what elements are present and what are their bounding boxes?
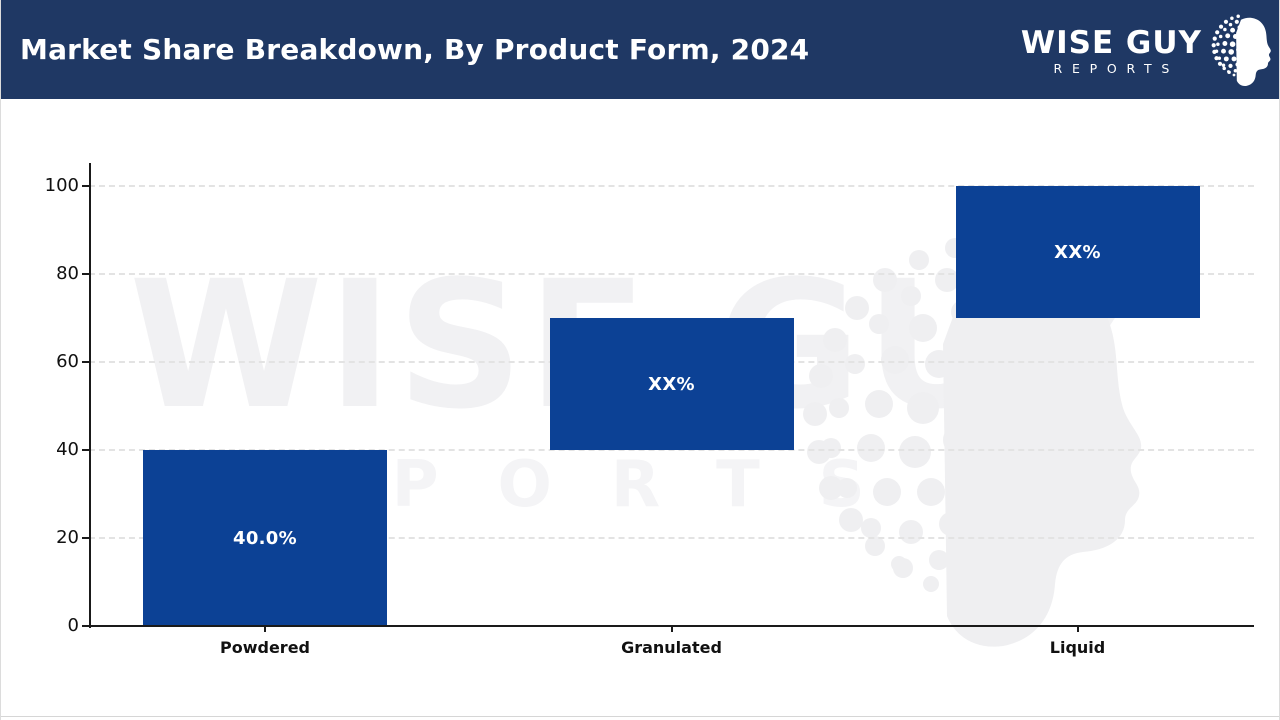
category-label-granulated: Granulated	[621, 638, 722, 657]
y-axis-tick-0	[82, 625, 89, 627]
y-axis-tick-60	[82, 361, 89, 363]
y-tick-label-0: 0	[67, 615, 79, 636]
brand-logo: WISE GUY REPORTS	[1021, 0, 1276, 99]
y-tick-label-40: 40	[56, 439, 79, 460]
y-axis-tick-20	[82, 537, 89, 539]
bar-value-label: 40.0%	[233, 527, 297, 549]
y-axis-tick-80	[82, 273, 89, 275]
bar-value-label: XX%	[1054, 241, 1101, 263]
y-tick-label-80: 80	[56, 263, 79, 284]
app-header: Market Share Breakdown, By Product Form,…	[1, 0, 1279, 99]
brand-wordmark: WISE GUY	[1020, 24, 1202, 61]
y-tick-label-20: 20	[56, 527, 79, 548]
brand-reports-label: REPORTS	[1053, 61, 1180, 77]
gridline-y-100	[89, 185, 1254, 187]
category-label-powdered: Powdered	[220, 638, 310, 657]
gridline-y-20	[89, 537, 1254, 539]
y-axis-tick-40	[82, 449, 89, 451]
bar-value-label: XX%	[648, 373, 695, 395]
wiseguy-head-icon	[1206, 12, 1276, 89]
page-title: Market Share Breakdown, By Product Form,…	[20, 33, 810, 66]
gridline-y-80	[89, 273, 1254, 275]
category-label-liquid: Liquid	[1049, 638, 1106, 657]
gridline-y-40	[89, 449, 1254, 451]
brand-logo-text: WISE GUY REPORTS	[1021, 27, 1202, 77]
x-axis-line	[89, 625, 1254, 627]
bottom-border-line	[1, 716, 1279, 717]
y-tick-label-100: 100	[44, 175, 79, 196]
bar-powdered: 40.0%	[143, 450, 387, 626]
y-tick-label-60: 60	[56, 351, 79, 372]
y-axis-line	[89, 163, 91, 628]
bar-granulated: XX%	[549, 318, 794, 450]
x-axis-tick-1	[670, 626, 673, 632]
x-axis-tick-0	[264, 626, 266, 632]
y-axis-tick-100	[82, 185, 89, 187]
bar-liquid: XX%	[955, 186, 1200, 318]
